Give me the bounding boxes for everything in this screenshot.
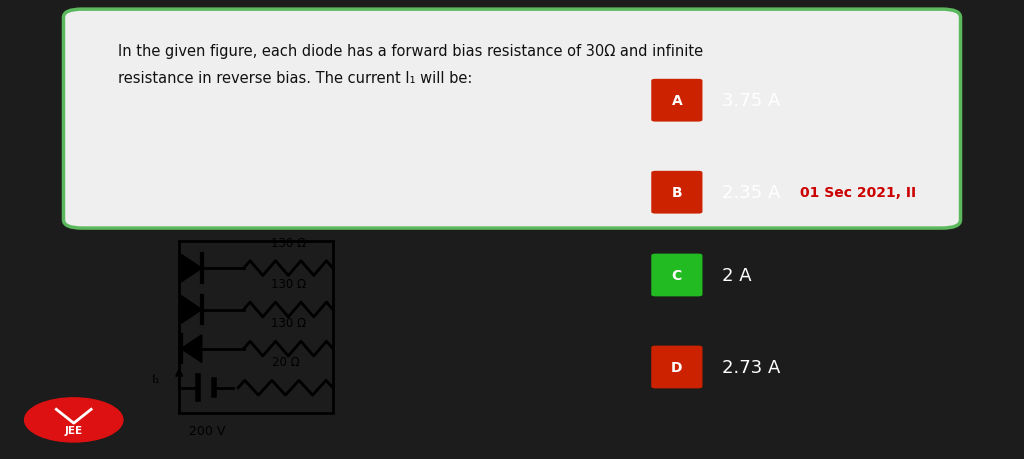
Text: D: D: [671, 360, 683, 374]
FancyBboxPatch shape: [651, 254, 702, 297]
FancyBboxPatch shape: [651, 346, 702, 388]
Polygon shape: [181, 335, 202, 363]
Polygon shape: [181, 255, 202, 282]
Text: 3.75 A: 3.75 A: [722, 92, 780, 110]
Text: I₁: I₁: [153, 372, 161, 385]
Text: 130 Ω: 130 Ω: [270, 317, 306, 330]
Text: 2.73 A: 2.73 A: [722, 358, 780, 376]
Text: 200 V: 200 V: [189, 424, 226, 437]
FancyBboxPatch shape: [63, 10, 961, 229]
Text: 2 A: 2 A: [722, 266, 752, 285]
Text: 2.35 A: 2.35 A: [722, 184, 780, 202]
Text: 20 Ω: 20 Ω: [271, 356, 299, 369]
FancyBboxPatch shape: [651, 80, 702, 123]
Text: JEE: JEE: [65, 425, 83, 435]
Text: resistance in reverse bias. The current I₁ will be:: resistance in reverse bias. The current …: [118, 71, 472, 86]
Text: 01 Sec 2021, II: 01 Sec 2021, II: [801, 186, 916, 200]
Text: A: A: [672, 94, 682, 108]
Text: 130 Ω: 130 Ω: [270, 278, 306, 291]
Text: In the given figure, each diode has a forward bias resistance of 30Ω and infinit: In the given figure, each diode has a fo…: [118, 44, 702, 59]
Polygon shape: [181, 296, 202, 324]
Text: B: B: [672, 186, 682, 200]
Text: C: C: [672, 269, 682, 282]
Circle shape: [25, 398, 123, 442]
Text: 130 Ω: 130 Ω: [270, 236, 306, 249]
FancyBboxPatch shape: [651, 172, 702, 214]
